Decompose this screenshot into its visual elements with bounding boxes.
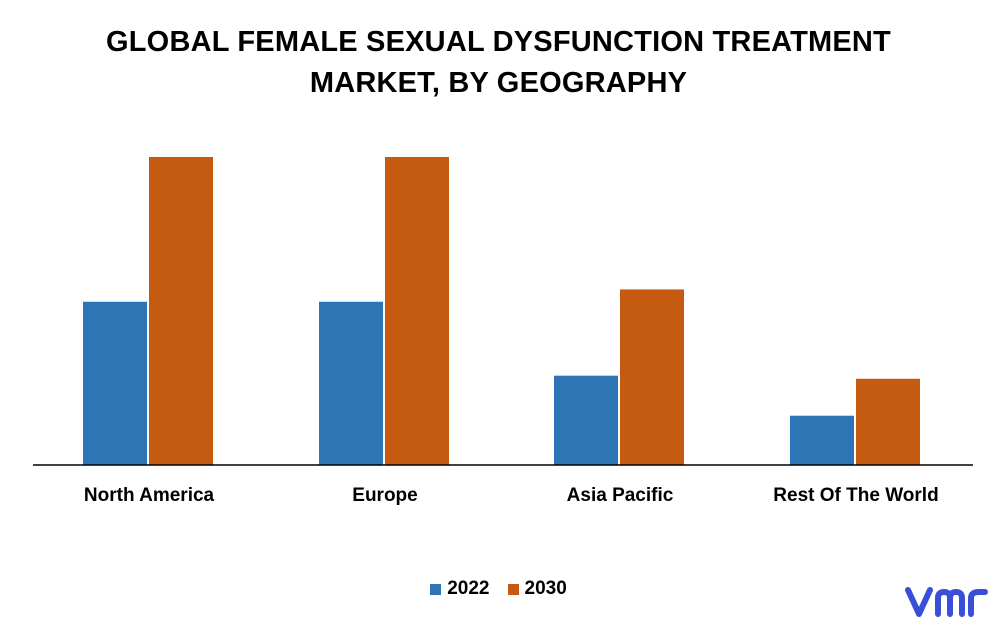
bar-2022-rest-of-the-world xyxy=(790,415,854,465)
legend-label-2022: 2022 xyxy=(447,578,490,599)
bar-2030-north-america xyxy=(149,157,213,465)
legend-swatch-2022 xyxy=(430,583,442,595)
x-tick-labels: North America Europe Asia Pacific Rest Of T… xyxy=(84,485,939,506)
x-tick-label: North America xyxy=(84,485,215,506)
chart-title-line-2: MARKET, BY GEOGRAPHY xyxy=(309,67,688,99)
x-tick-label: Europe xyxy=(352,485,417,506)
bar-2030-asia-pacific xyxy=(620,289,684,465)
legend-label-2030: 2030 xyxy=(524,578,567,599)
vmr-logo-icon xyxy=(905,584,989,625)
legend: 2022 2030 xyxy=(0,578,997,600)
chart-title: GLOBAL FEMALE SEXUAL DYSFUNCTION TREATME… xyxy=(0,22,997,104)
bars-group xyxy=(83,157,920,465)
x-tick-label: Rest Of The World xyxy=(773,485,938,506)
legend-item-2022: 2022 xyxy=(430,578,490,600)
bar-2022-europe xyxy=(319,301,383,465)
bar-2022-north-america xyxy=(83,301,147,465)
bar-2030-rest-of-the-world xyxy=(856,378,920,465)
x-tick-label: Asia Pacific xyxy=(567,485,674,506)
legend-item-2030: 2030 xyxy=(507,578,567,600)
legend-swatch-2030 xyxy=(507,583,519,595)
bar-2030-europe xyxy=(385,157,449,465)
bar-2022-asia-pacific xyxy=(554,375,618,465)
chart-title-line-1: GLOBAL FEMALE SEXUAL DYSFUNCTION TREATME… xyxy=(106,26,891,58)
